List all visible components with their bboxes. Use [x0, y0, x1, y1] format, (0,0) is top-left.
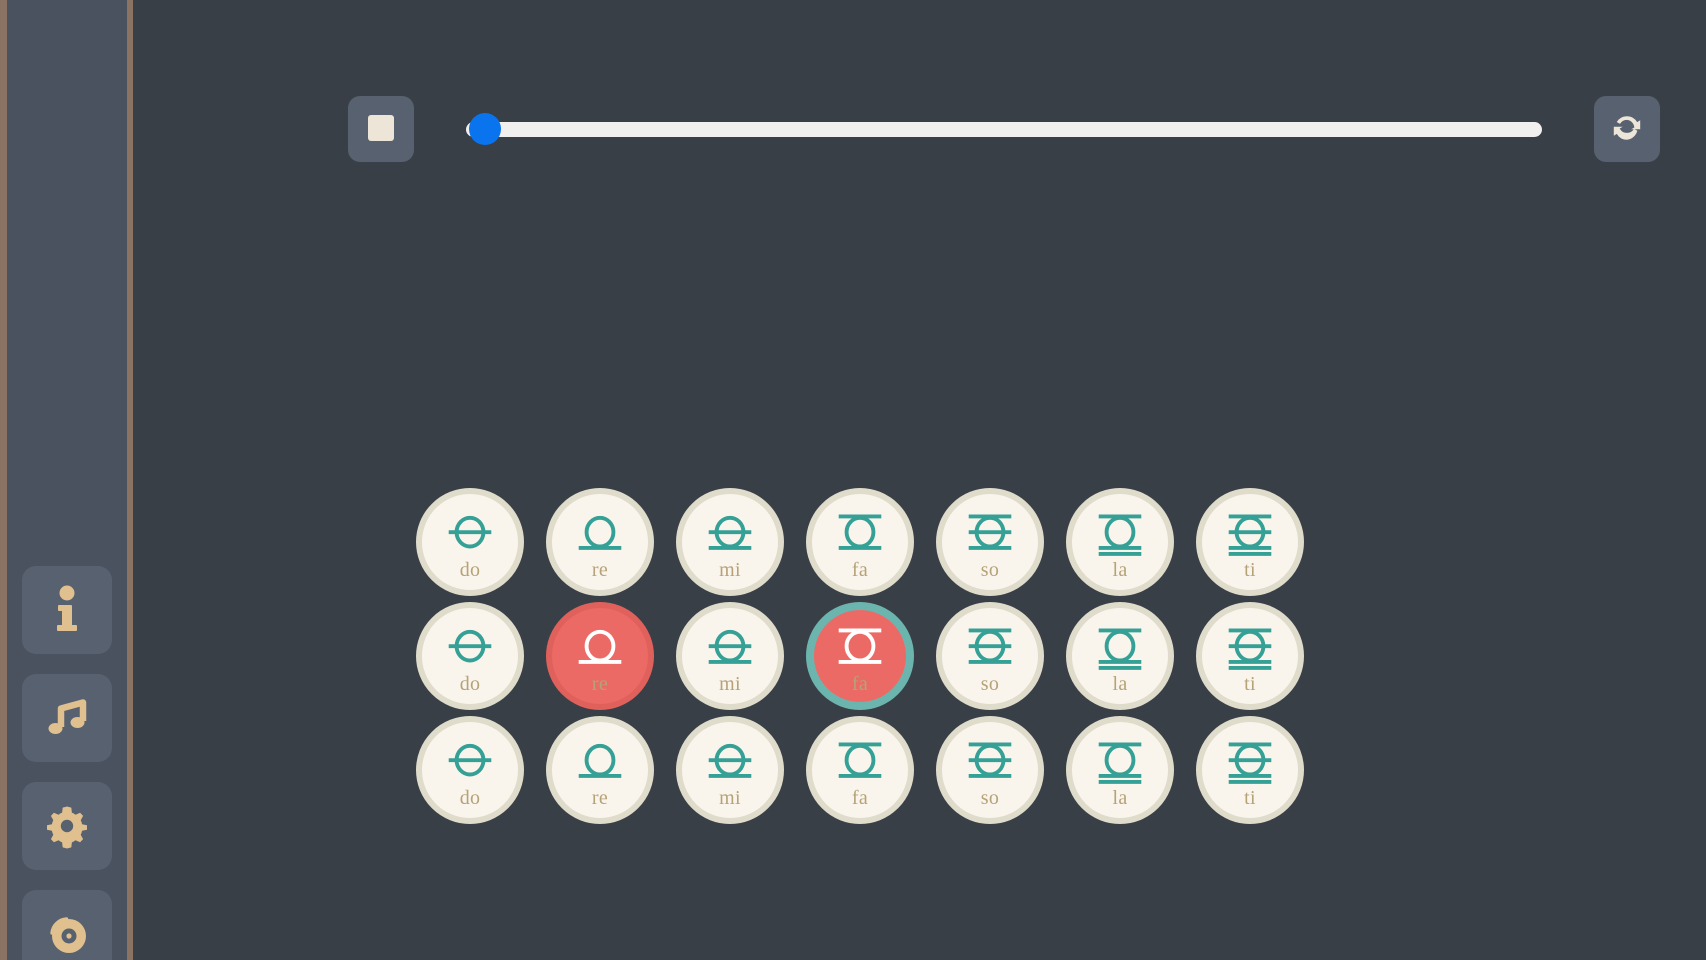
note-button-mi-row0[interactable]: mi — [676, 488, 784, 596]
note-button-la-row1[interactable]: la — [1066, 602, 1174, 710]
refresh-button[interactable] — [1594, 96, 1660, 162]
info-icon — [46, 585, 88, 635]
sidebar-divider — [127, 0, 133, 960]
note-glyph-do-icon — [442, 505, 498, 559]
note-button-la-row2[interactable]: la — [1066, 716, 1174, 824]
left-edge-strip — [0, 0, 7, 960]
note-row: do re mi fa so la ti — [416, 488, 1304, 596]
sidebar-item-info[interactable] — [22, 566, 112, 654]
note-grid: do re mi fa so la ti do re mi fa so la ti do re mi fa so la… — [416, 488, 1304, 824]
slider-thumb[interactable] — [469, 113, 501, 145]
note-button-so-row0[interactable]: so — [936, 488, 1044, 596]
refresh-icon — [1609, 110, 1645, 149]
note-label: so — [980, 672, 1000, 695]
note-button-re-row0[interactable]: re — [546, 488, 654, 596]
note-button-re-row2[interactable]: re — [546, 716, 654, 824]
note-label: re — [591, 786, 609, 809]
note-row: do re mi fa so la ti — [416, 602, 1304, 710]
stop-button[interactable] — [348, 96, 414, 162]
sidebar-item-records[interactable] — [22, 890, 112, 960]
note-button-fa-row2[interactable]: fa — [806, 716, 914, 824]
note-button-do-row2[interactable]: do — [416, 716, 524, 824]
note-label: do — [459, 786, 481, 809]
main-content: do re mi fa so la ti do re mi fa so la ti do re mi fa so la… — [133, 0, 1706, 960]
sidebar — [7, 0, 127, 960]
note-button-fa-row0[interactable]: fa — [806, 488, 914, 596]
note-label: ti — [1244, 786, 1256, 809]
note-label: fa — [851, 672, 869, 695]
note-label: so — [980, 786, 1000, 809]
sidebar-item-music[interactable] — [22, 674, 112, 762]
note-button-so-row1[interactable]: so — [936, 602, 1044, 710]
note-glyph-la-icon — [1092, 505, 1148, 559]
note-button-do-row0[interactable]: do — [416, 488, 524, 596]
note-button-ti-row1[interactable]: ti — [1196, 602, 1304, 710]
note-button-mi-row2[interactable]: mi — [676, 716, 784, 824]
note-glyph-ti-icon — [1222, 733, 1278, 787]
note-button-re-row1[interactable]: re — [546, 602, 654, 710]
note-label: mi — [719, 786, 741, 809]
slider-track[interactable] — [466, 121, 1542, 137]
note-glyph-so-icon — [962, 619, 1018, 673]
note-label: la — [1112, 672, 1128, 695]
progress-slider[interactable] — [466, 96, 1542, 162]
note-button-la-row0[interactable]: la — [1066, 488, 1174, 596]
note-label: so — [980, 558, 1000, 581]
note-glyph-ti-icon — [1222, 619, 1278, 673]
note-glyph-fa-icon — [832, 505, 888, 559]
sidebar-button-list — [22, 566, 112, 960]
note-button-fa-row1[interactable]: fa — [806, 602, 914, 710]
note-button-ti-row2[interactable]: ti — [1196, 716, 1304, 824]
note-glyph-re-icon — [572, 505, 628, 559]
note-glyph-mi-icon — [702, 619, 758, 673]
note-label: la — [1112, 558, 1128, 581]
sidebar-item-settings[interactable] — [22, 782, 112, 870]
note-glyph-do-icon — [442, 619, 498, 673]
note-glyph-re-icon — [572, 619, 628, 673]
note-label: re — [591, 672, 609, 695]
note-label: do — [459, 672, 481, 695]
note-label: ti — [1244, 672, 1256, 695]
note-glyph-la-icon — [1092, 619, 1148, 673]
note-label: fa — [851, 558, 869, 581]
note-glyph-fa-icon — [832, 619, 888, 673]
note-glyph-ti-icon — [1222, 505, 1278, 559]
note-label: re — [591, 558, 609, 581]
note-button-do-row1[interactable]: do — [416, 602, 524, 710]
note-glyph-mi-icon — [702, 505, 758, 559]
gear-icon — [43, 802, 91, 850]
note-button-mi-row1[interactable]: mi — [676, 602, 784, 710]
note-glyph-re-icon — [572, 733, 628, 787]
note-label: fa — [851, 786, 869, 809]
note-button-so-row2[interactable]: so — [936, 716, 1044, 824]
note-glyph-fa-icon — [832, 733, 888, 787]
note-row: do re mi fa so la ti — [416, 716, 1304, 824]
transport-bar — [348, 96, 1660, 162]
note-label: mi — [719, 672, 741, 695]
note-glyph-so-icon — [962, 505, 1018, 559]
note-label: do — [459, 558, 481, 581]
music-note-icon — [43, 694, 91, 742]
note-label: la — [1112, 786, 1128, 809]
note-button-ti-row0[interactable]: ti — [1196, 488, 1304, 596]
note-label: ti — [1244, 558, 1256, 581]
disc-icon — [43, 910, 91, 958]
note-glyph-la-icon — [1092, 733, 1148, 787]
note-glyph-so-icon — [962, 733, 1018, 787]
note-glyph-do-icon — [442, 733, 498, 787]
stop-square-icon — [365, 112, 397, 147]
note-glyph-mi-icon — [702, 733, 758, 787]
note-label: mi — [719, 558, 741, 581]
